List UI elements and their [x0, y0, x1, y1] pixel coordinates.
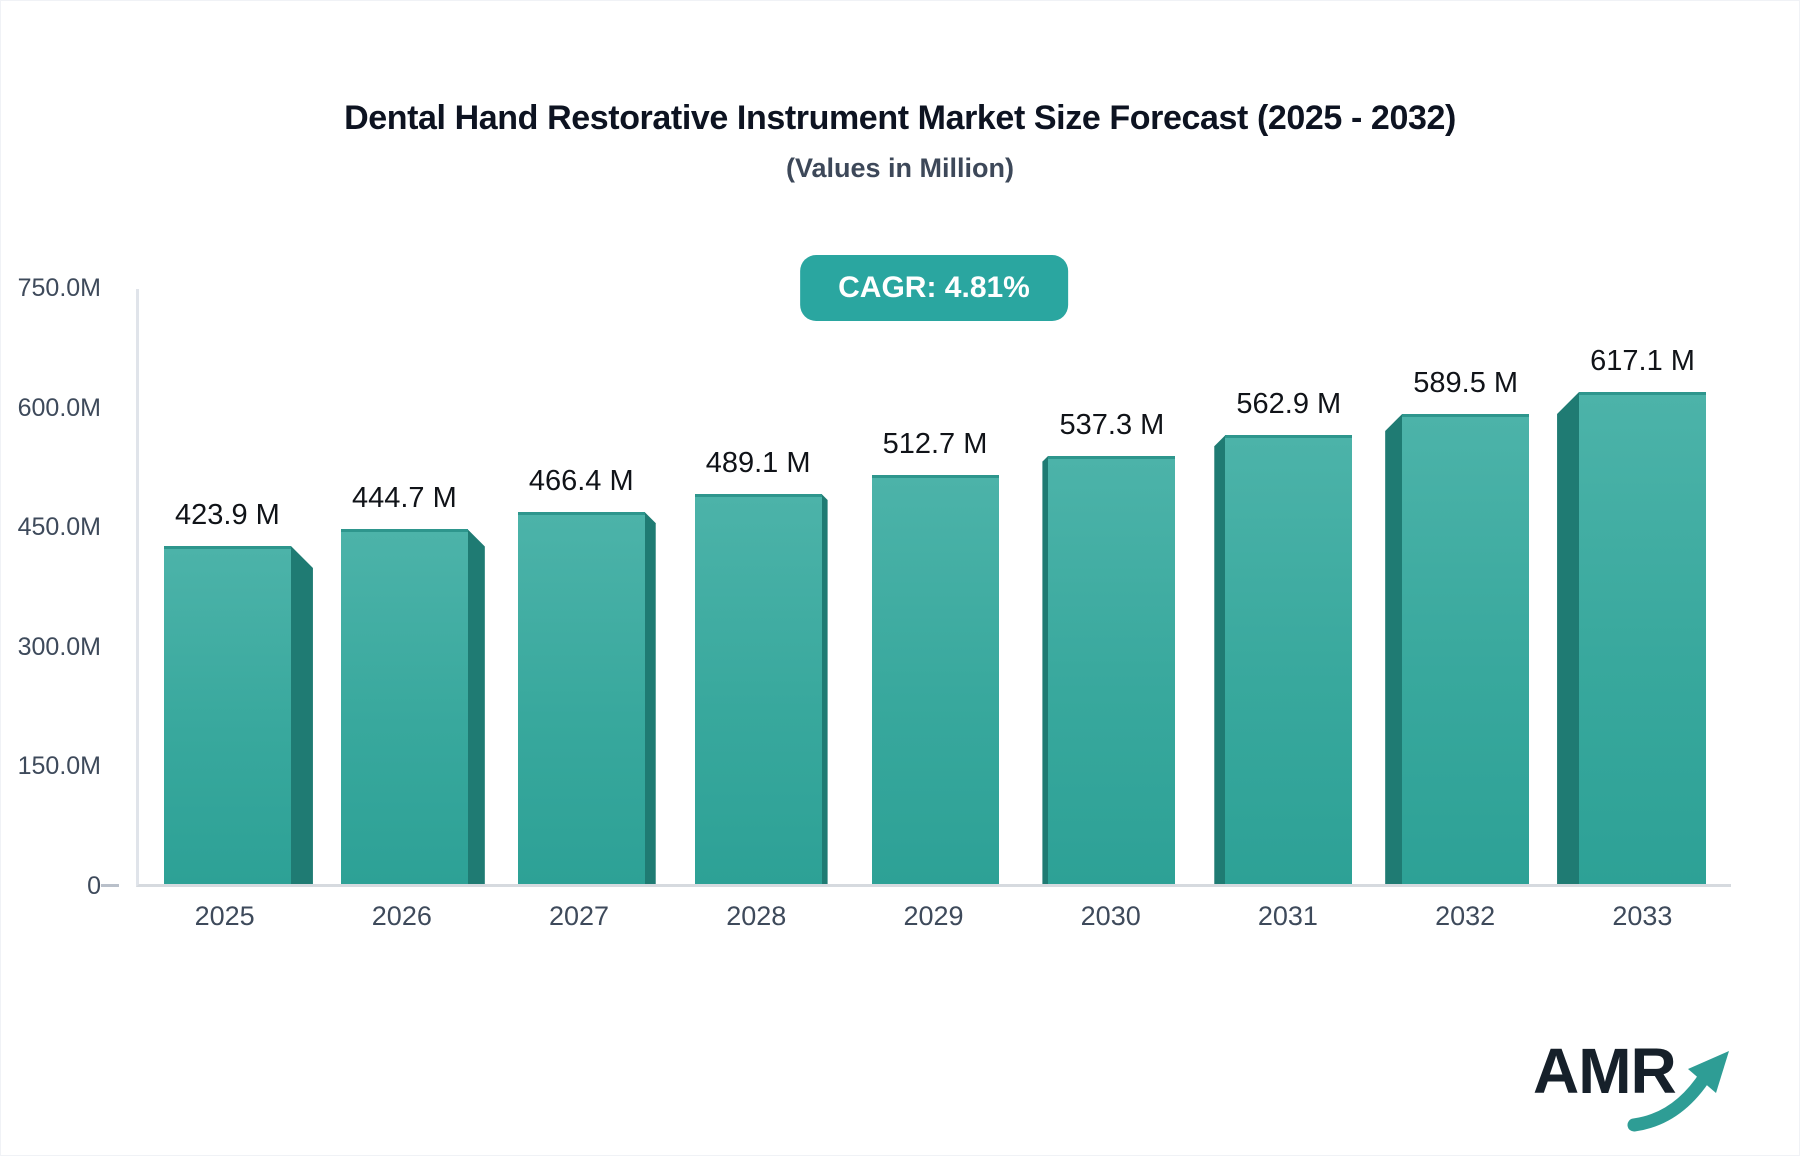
bar-value-label: 537.3 M	[1059, 408, 1165, 441]
x-axis-tick-label: 2029	[903, 901, 964, 931]
bar	[1385, 413, 1530, 884]
bar	[871, 475, 999, 884]
bar-value-label: 423.9 M	[175, 499, 280, 532]
cagr-badge: CAGR: 4.81%	[800, 255, 1068, 321]
x-axis-tick-label: 2033	[1612, 901, 1673, 931]
bar	[1042, 455, 1176, 884]
bar-side-face	[1214, 435, 1226, 884]
x-axis-tick-label: 2030	[1080, 901, 1141, 931]
x-axis-tick-label: 2031	[1257, 901, 1318, 931]
bar-side-face	[1042, 455, 1049, 884]
bars: 423.9 M 444.7 M 466.4 M 489.1 M 512.7 M 537.3…	[139, 289, 1731, 884]
x-axis-labels: 2025 2026 2027 2028 2029 2030 2031 2032 2033	[136, 901, 1731, 932]
y-axis-labels: 750.0M 600.0M 450.0M 300.0M 150.0M 0	[1, 274, 101, 900]
amr-logo: AMR	[1533, 1039, 1738, 1133]
bar-group: 589.5 M	[1377, 289, 1554, 884]
bar-group: 466.4 M	[493, 289, 670, 884]
bar-group: 562.9 M	[1200, 289, 1377, 884]
bar-group: 423.9 M	[139, 289, 316, 884]
bar-side-face	[290, 546, 313, 884]
x-axis-tick-label: 2027	[549, 901, 610, 931]
growth-arrow-icon	[1627, 1051, 1729, 1132]
bar-group: 617.1 M	[1554, 289, 1731, 884]
bar-value-label: 617.1 M	[1590, 344, 1695, 377]
chart-region: CAGR: 4.81% 750.0M 600.0M 450.0M 300.0M 150.…	[1, 255, 1799, 931]
bar	[163, 546, 313, 884]
bar-side-face	[644, 512, 656, 884]
y-axis-tick-label: 150.0M	[17, 752, 101, 781]
zero-tick-dash	[101, 884, 119, 887]
bar-value-label: 562.9 M	[1236, 388, 1342, 421]
bar-side-face	[1385, 413, 1403, 884]
bar-side-face	[821, 494, 828, 884]
x-axis-tick-label: 2028	[726, 901, 787, 931]
chart-subtitle: (Values in Million)	[785, 153, 1015, 183]
bar-side-face	[467, 529, 485, 884]
bar-side-face	[1557, 391, 1580, 884]
y-axis-tick-label: 300.0M	[17, 632, 101, 661]
chart-title: Dental Hand Restorative Instrument Marke…	[344, 99, 1456, 137]
bar-value-label: 589.5 M	[1413, 366, 1519, 399]
x-axis-tick-label: 2026	[371, 901, 432, 931]
bar-group: 537.3 M	[1023, 289, 1200, 884]
y-axis-tick-label: 600.0M	[17, 393, 101, 422]
bar-value-label: 444.7 M	[351, 482, 457, 515]
amr-logo-text: AMR	[1533, 1035, 1677, 1107]
bar	[694, 494, 828, 884]
bar-group: 444.7 M	[316, 289, 493, 884]
plot-area: 423.9 M 444.7 M 466.4 M 489.1 M 512.7 M 537.3…	[136, 289, 1731, 887]
bar-group: 512.7 M	[847, 289, 1024, 884]
bar	[340, 529, 485, 884]
y-axis-tick-label: 750.0M	[17, 274, 101, 302]
x-axis-tick-label: 2025	[194, 901, 255, 931]
bar-value-label: 512.7 M	[882, 428, 988, 461]
y-axis-tick-label: 0	[87, 872, 101, 900]
bar-group: 489.1 M	[670, 289, 847, 884]
bar	[1214, 435, 1353, 884]
bar	[517, 512, 656, 884]
x-axis-tick-label: 2032	[1435, 901, 1496, 931]
bar	[1557, 391, 1707, 884]
bar-value-label: 466.4 M	[528, 465, 634, 498]
y-axis-tick-label: 450.0M	[17, 513, 101, 542]
bar-value-label: 489.1 M	[705, 447, 811, 480]
